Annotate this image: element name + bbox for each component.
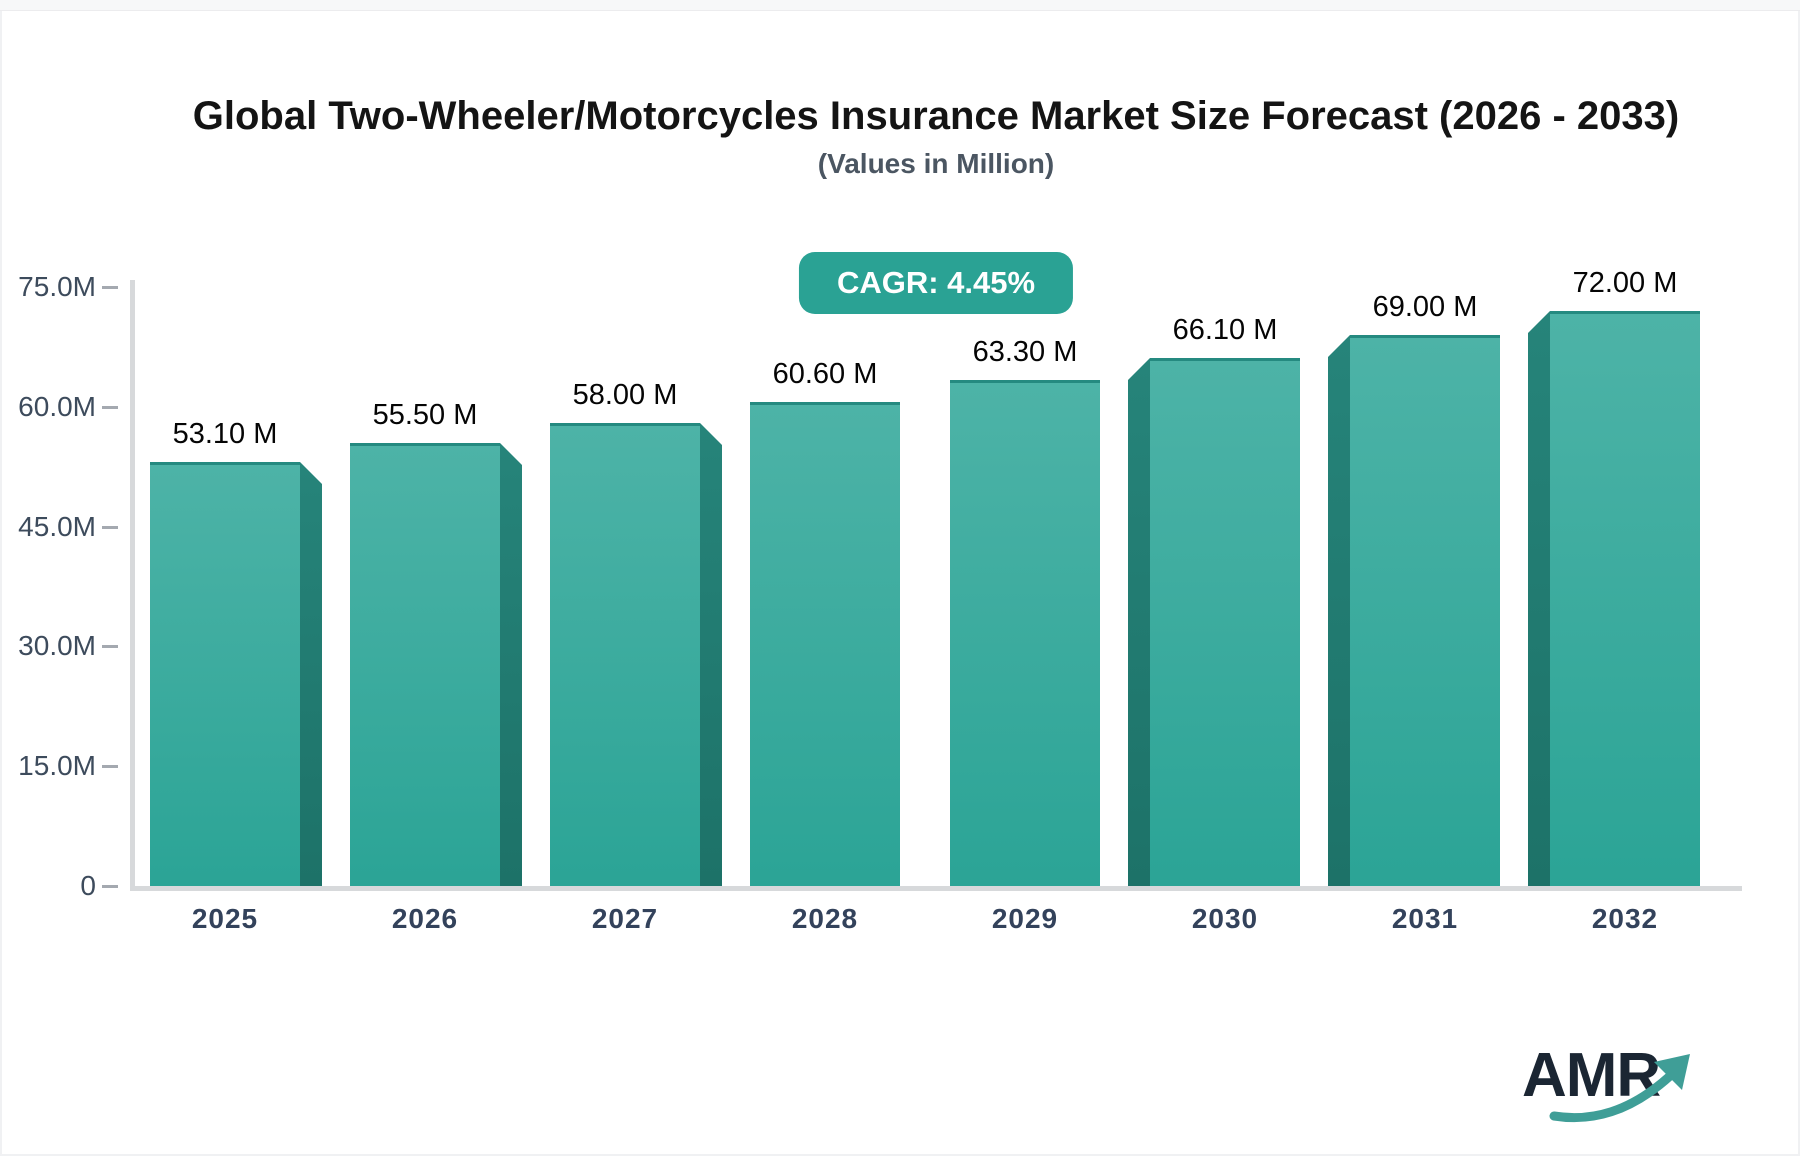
bar-2025 (150, 462, 322, 886)
y-axis-tick (102, 286, 118, 289)
bar-value-label: 63.30 M (972, 336, 1078, 368)
bar-face (950, 380, 1100, 886)
bar-face (550, 423, 700, 886)
bar-face (350, 443, 500, 886)
x-axis-label-2029: 2029 (991, 903, 1059, 934)
amr-logo: AMR (1522, 1041, 1690, 1123)
bar-side-3d (300, 462, 322, 886)
bar-side-3d (500, 443, 522, 886)
bar-face (750, 402, 900, 886)
cagr-badge: CAGR: 4.45% (798, 252, 1074, 314)
y-axis-label: 60.0M (18, 390, 96, 422)
y-axis-tick (102, 405, 118, 409)
bar-value-label: 69.00 M (1372, 291, 1478, 323)
x-axis-label-2032: 2032 (1591, 903, 1659, 934)
x-axis-label-2025: 2025 (191, 903, 259, 934)
y-axis-tick (102, 525, 118, 529)
trend-up-arrow-icon (1549, 1054, 1690, 1123)
bar-value-label: 58.00 M (572, 379, 678, 411)
bar-face (1550, 311, 1700, 886)
bar-value-label: 60.60 M (772, 358, 878, 390)
x-axis-label-2027: 2027 (591, 903, 659, 934)
y-axis-tick (102, 645, 118, 649)
x-axis-label-2026: 2026 (391, 903, 459, 934)
bar-face (1350, 335, 1500, 886)
bar-2029 (950, 380, 1100, 886)
y-axis-label: 75.0M (18, 271, 96, 302)
bar-2032 (1528, 311, 1700, 886)
bar-side-3d (1328, 335, 1350, 886)
bar-2026 (350, 443, 522, 886)
bar-side-3d (1528, 311, 1550, 886)
bar-value-label: 53.10 M (172, 418, 278, 450)
bar-side-3d (1128, 358, 1150, 886)
x-axis-label-2028: 2028 (791, 903, 859, 934)
x-axis-label-2031: 2031 (1391, 903, 1459, 934)
bar-value-label: 55.50 M (372, 399, 478, 431)
bar-face (150, 462, 300, 886)
bar-value-label: 66.10 M (1172, 314, 1278, 346)
x-axis-label-2030: 2030 (1191, 903, 1259, 934)
y-axis-label: 15.0M (18, 750, 96, 782)
y-axis-line (130, 280, 135, 891)
bar-2031 (1328, 335, 1500, 886)
bar-side-3d (700, 423, 722, 886)
bar-face (1150, 358, 1300, 886)
y-axis-tick (102, 885, 118, 888)
bar-value-label: 72.00 M (1572, 267, 1678, 299)
x-axis-line (130, 886, 1742, 891)
y-axis-tick (102, 765, 118, 769)
chart-subtitle: (Values in Million) (817, 148, 1055, 179)
y-axis-label: 45.0M (18, 510, 96, 542)
bar-2030 (1128, 358, 1300, 886)
y-axis-label: 30.0M (18, 630, 96, 662)
chart-title: Global Two-Wheeler/Motorcycles Insurance… (192, 94, 1680, 138)
y-axis-label: 0 (80, 870, 96, 901)
page-top-strip (0, 0, 1800, 11)
bar-2027 (550, 423, 722, 886)
bar-2028 (750, 402, 900, 886)
